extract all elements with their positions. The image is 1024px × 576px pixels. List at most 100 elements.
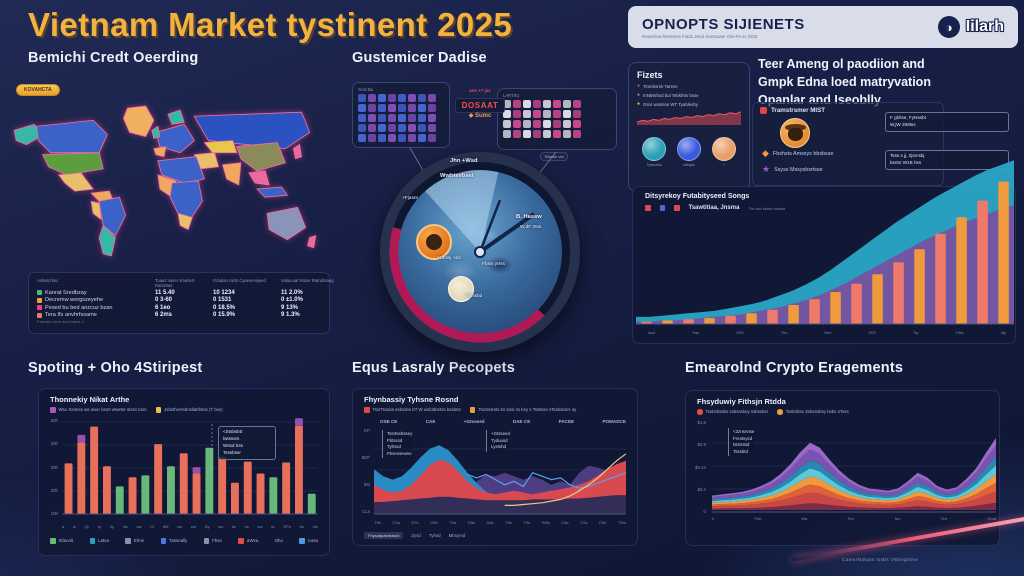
- legend-item: Tssbsbssbs ssbsssbsy ssbssbsr: [697, 409, 768, 415]
- sparkline: [636, 110, 742, 131]
- app-tile-icon: [553, 130, 561, 138]
- gauge-label: W,dF 2tss: [520, 225, 542, 230]
- table-row-text: Pesed bu bed anzcuz bzan: [45, 304, 113, 311]
- app-tile-icon: [418, 94, 426, 102]
- bars-y-axis: 50h 40h 30h 20h 10h: [42, 418, 58, 516]
- axis-tick: $0.44: [695, 464, 706, 470]
- landmasses: [13, 105, 317, 257]
- table-col-header: Fizadan razts Cyaesevejeed: [213, 278, 266, 283]
- annotation-line: <3znsrvtse: [733, 429, 755, 434]
- axis-tick: Teo: [893, 516, 901, 521]
- app-tile-icon: [553, 120, 561, 128]
- avatar-label: Tystswks: [646, 163, 662, 167]
- insight-row-label: mNbWbsd bul Tebkthts bsse: [643, 92, 699, 98]
- growth-chart-title: Ditsyrekoy Futabityseed Songs: [645, 193, 750, 200]
- annotation-line: Lystshd: [491, 444, 506, 450]
- app-tile-icon: [543, 120, 551, 128]
- app-tile-icon: [523, 100, 531, 108]
- features-header-label: Tramstrsmer MIST: [771, 107, 825, 114]
- axis-tick: Oma: [987, 516, 996, 521]
- gauge-label: +Fjasnt: [402, 196, 418, 201]
- footer-legend-item: Stlanolt: [50, 538, 73, 544]
- gauge-connector-pill: 7Bssse om: [540, 152, 568, 161]
- brand-title: OPNOPTS SIJIENETS: [642, 15, 805, 33]
- headline-line: Gmpk Edna loed matryvation: [758, 74, 931, 89]
- footer-legend-item: rueta: [299, 538, 318, 544]
- app-tile-icon: [573, 130, 581, 138]
- table-row-label: Decremw worgszeyehe: [37, 297, 151, 303]
- callout-line: Tsss s jj, Zjsmsbj: [890, 153, 925, 158]
- axis-tick: CLs: [362, 509, 370, 514]
- waves-top-labels: OSE CE CAE +Gtsseed DAE CE PACEE POMADCE: [380, 419, 626, 424]
- axis-tick: O9b: [430, 520, 438, 525]
- footer-label: Zysd: [411, 533, 421, 538]
- waves-chart-title: Fhynbassiy Tyhsne Rosnd: [364, 395, 459, 404]
- waves-x-ticks: T9e C9a D7s O9b T9a D9s A9s T9s T9e W9s C4e C9s C9e T…: [374, 520, 626, 525]
- stream-chart-card: [685, 390, 1000, 546]
- chart-annotation: Tssrtsebssey Fbtsssd Tylrssd Fbsessewne: [382, 430, 413, 459]
- axis-tick: Ten: [940, 516, 948, 521]
- app-tile-icon: [418, 114, 426, 122]
- app-tile-icon: [533, 110, 541, 118]
- app-tile-icon: [503, 100, 511, 108]
- callout-line: bsrtsr W1B hss: [890, 159, 922, 165]
- callout-box: Tsss s jj, Zjsmsbj bsrtsr W1B hss: [885, 150, 1009, 170]
- page-title: Vietnam Market tystinent 2025: [28, 6, 513, 43]
- feature-item: ◆ Fbshsts Amssys bbsbsse: [762, 148, 833, 159]
- chart-annotation: <3znsrvtse Frestsysd tstsmtsd Tsssbtd: [728, 428, 755, 457]
- app-tile-icon: [428, 114, 436, 122]
- legend-swatch-icon: [89, 538, 96, 544]
- app-tile-icon: [358, 114, 366, 122]
- legend-label: Oho: [274, 538, 283, 544]
- app-tile-icon: [388, 114, 396, 122]
- axis-tick: 4y: [109, 524, 115, 529]
- waves-y-axis: EP 5EP 5M CLs: [354, 428, 370, 514]
- app-tile-icon: [533, 100, 541, 108]
- brand-text-block: OPNOPTS SIJIENETS Reserbsa Msremss Fiads…: [642, 16, 805, 39]
- footer-legend-item: Fbsn: [203, 538, 222, 544]
- bullet-icon: ●: [637, 83, 641, 89]
- brand-box: OPNOPTS SIJIENETS Reserbsa Msremss Fiads…: [628, 6, 1018, 48]
- waves-chart-legend: TssrTsssbs ssbssbs bT W wsbsbsrtss bssbt…: [364, 407, 576, 413]
- legend-swatch-icon: [659, 205, 665, 211]
- avatar: Tystswks: [642, 137, 666, 167]
- growth-chart-legend: Tsawtitiaa, Jnsma Tm bsd ssbsr bssbsr: [645, 205, 785, 211]
- table-cell-value: 0 15.9%: [213, 312, 236, 319]
- icon-grid-card-left: GAS Bu: [352, 82, 450, 148]
- insight-row: ● mNbWbsd bul Tebkthts bsse: [637, 92, 741, 98]
- growth-x-ticks: Asd 7ws 1SS 7tm Eim 5SS 7ty 1Wk 4ty: [648, 330, 1006, 335]
- gauge-center-label: DOSAAT: [446, 95, 514, 113]
- footer-legend-item: Ehne: [125, 538, 144, 544]
- insight-row: ● Gssr wsstsse WT Tyablevby: [637, 101, 741, 107]
- axis-tick: Ct: [150, 524, 155, 529]
- legend-swatch-icon: [364, 407, 370, 413]
- annotation-line: Fbsessewne: [387, 450, 412, 456]
- gauge-hand-long: [478, 212, 536, 254]
- top-label: POMADCE: [602, 419, 626, 424]
- waves-chart-svg: [374, 445, 627, 515]
- legend-label: Jshsthvrssbnsllatfrslss (T bss): [164, 407, 223, 413]
- axis-tick: T9e: [374, 520, 381, 525]
- annotation-line: Tsssbtd: [733, 448, 748, 454]
- footer-legend-item: Tassnally: [160, 538, 187, 544]
- legend-item: Wsu Ssmtss ws wser bssrt wtwrtsr stsss b…: [50, 407, 147, 413]
- app-tile-icon: [543, 110, 551, 118]
- axis-tick: D9s: [467, 520, 475, 525]
- section-title-gauge: Gustemicer Dadise: [352, 50, 487, 66]
- feature-label: Ssyss Mssysbsrtsse: [774, 166, 823, 173]
- app-tile-icon: [513, 110, 521, 118]
- app-tile-icon: [563, 110, 571, 118]
- annotation-line: <Stsbsbtt: [223, 429, 243, 434]
- bars-chart: [62, 418, 318, 523]
- axis-tick: 0: [712, 516, 715, 521]
- annotation-line: Tylrssd: [387, 444, 401, 450]
- chart-annotation: +Gtsseed Tyduusd Lystshd: [486, 430, 510, 452]
- app-tile-icon: [513, 120, 521, 128]
- axis-tick: tb: [271, 524, 275, 529]
- app-tile-icon: [503, 120, 511, 128]
- axis-tick: ns: [244, 524, 249, 529]
- map-legend-table: Asbssd bsc Tuaaz naver smazert Ratozsas Fi…: [28, 272, 334, 334]
- app-tile-icon: [573, 100, 581, 108]
- table-col-header: Valaa aaf Razer Ratrubsaag: [281, 278, 334, 283]
- callout-line: F ghltse, Fytsssbt: [890, 115, 926, 120]
